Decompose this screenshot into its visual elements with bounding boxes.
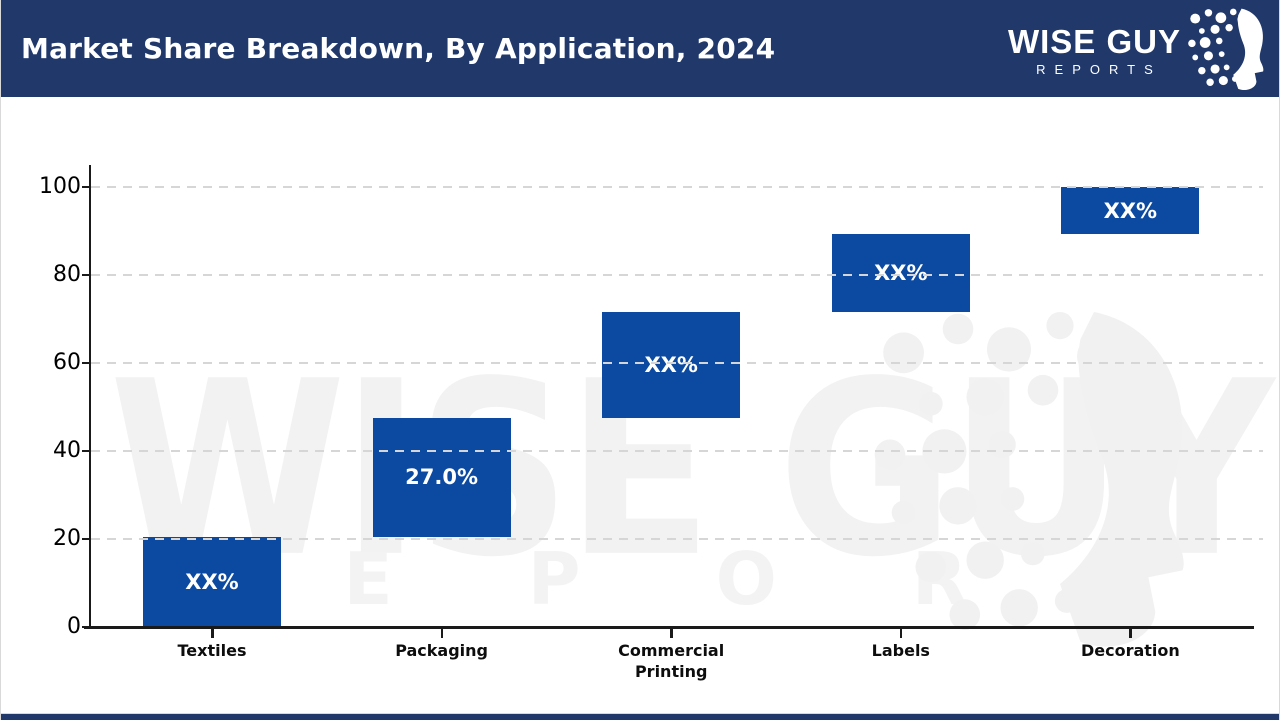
bar-textiles: XX% bbox=[143, 536, 281, 627]
y-tick-label: 40 bbox=[53, 438, 81, 463]
x-category-label: Decoration bbox=[1080, 641, 1180, 660]
gridline bbox=[91, 362, 1263, 364]
header-band: Market Share Breakdown, By Application, … bbox=[1, 0, 1279, 97]
y-tick-label: 20 bbox=[53, 526, 81, 551]
bar-value-label: XX% bbox=[1103, 198, 1158, 223]
bar-value-label: XX% bbox=[644, 353, 698, 378]
x-category-label: Labels bbox=[871, 641, 930, 660]
watermark-subtext: R E P O R T S bbox=[153, 537, 1280, 621]
gridline bbox=[91, 538, 1263, 540]
x-category-label: Textiles bbox=[177, 641, 247, 660]
bar-labels: XX% bbox=[831, 234, 970, 313]
logo-face-icon bbox=[1188, 8, 1264, 91]
footer-band bbox=[1, 714, 1279, 720]
x-category-label: Commercial Printing bbox=[618, 641, 725, 681]
logo-subtitle: REPORTS bbox=[1036, 61, 1162, 77]
x-tick-mark bbox=[440, 629, 444, 638]
bar-decoration: XX% bbox=[1061, 187, 1200, 235]
bar-commercial-printing: XX% bbox=[602, 312, 741, 418]
y-tick-label: 80 bbox=[53, 262, 81, 287]
bar-packaging: 27.0% bbox=[372, 418, 511, 537]
gridline bbox=[91, 450, 1263, 452]
gridline bbox=[91, 274, 1263, 276]
x-tick-mark bbox=[899, 629, 903, 638]
gridline bbox=[91, 186, 1263, 188]
y-tick-label: 60 bbox=[53, 350, 81, 375]
y-tick-mark bbox=[82, 186, 90, 188]
y-axis-line bbox=[89, 165, 91, 629]
bar-value-label: XX% bbox=[185, 569, 239, 594]
chart-title: Market Share Breakdown, By Application, … bbox=[21, 32, 776, 65]
y-tick-label: 0 bbox=[67, 614, 81, 639]
wise-guy-reports-logo: WISE GUY REPORTS bbox=[1008, 6, 1267, 94]
x-axis-line bbox=[84, 626, 1254, 629]
x-tick-mark bbox=[670, 629, 673, 638]
y-tick-mark bbox=[82, 450, 90, 452]
logo-text: WISE GUY REPORTS bbox=[1007, 22, 1181, 77]
logo-wordmark: WISE GUY bbox=[1007, 22, 1181, 60]
x-category-label: Packaging bbox=[395, 641, 488, 660]
y-tick-mark bbox=[82, 538, 90, 540]
watermark-face-icon bbox=[874, 312, 1184, 647]
x-tick-mark bbox=[211, 629, 214, 638]
y-tick-mark bbox=[82, 362, 90, 364]
y-tick-label: 100 bbox=[39, 174, 81, 199]
bar-value-label: 27.0% bbox=[405, 465, 479, 490]
x-tick-mark bbox=[1129, 629, 1132, 638]
bar-value-label: XX% bbox=[874, 261, 928, 286]
y-tick-mark bbox=[82, 274, 90, 276]
